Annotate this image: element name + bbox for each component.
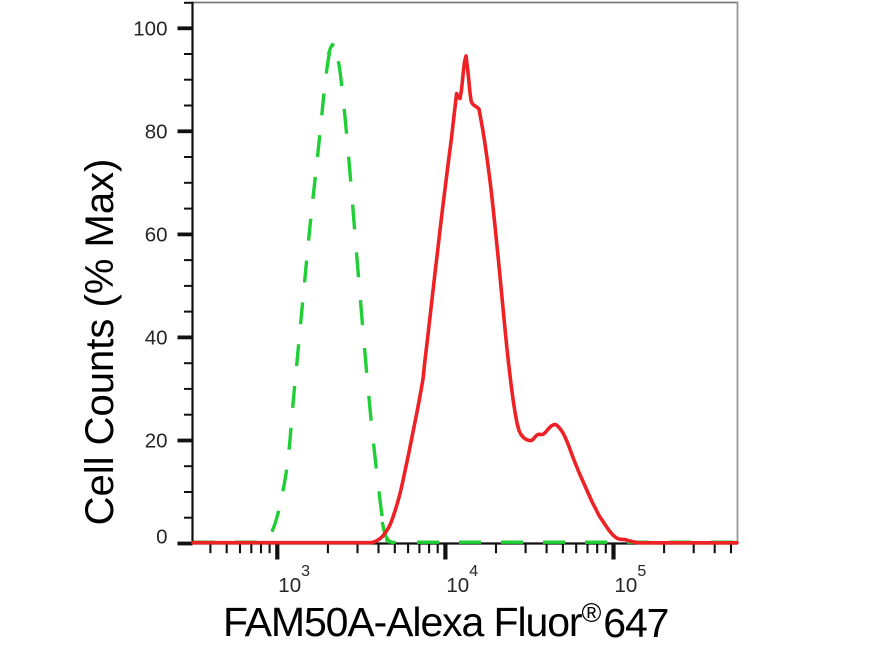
svg-text:60: 60: [145, 224, 168, 247]
svg-text:0: 0: [156, 525, 167, 548]
svg-text:20: 20: [145, 430, 168, 453]
svg-text:80: 80: [145, 121, 168, 144]
svg-text:Cell Counts (% Max): Cell Counts (% Max): [78, 159, 122, 526]
svg-text:40: 40: [145, 327, 168, 350]
svg-text:100: 100: [133, 18, 167, 41]
